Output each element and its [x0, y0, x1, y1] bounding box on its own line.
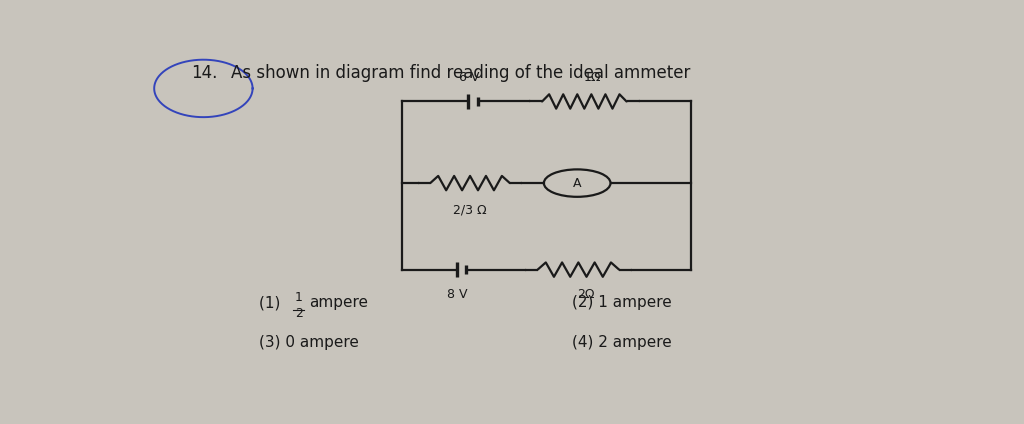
Text: (1): (1) — [259, 296, 286, 310]
Text: A: A — [572, 177, 582, 190]
Text: 14.: 14. — [191, 64, 218, 82]
Text: 6 V: 6 V — [459, 70, 479, 84]
Text: (2) 1 ampere: (2) 1 ampere — [572, 296, 672, 310]
Text: 1Ω: 1Ω — [584, 70, 601, 84]
Text: ampere: ampere — [309, 296, 368, 310]
Text: 1: 1 — [295, 291, 302, 304]
Text: 8 V: 8 V — [447, 287, 468, 301]
Text: 2: 2 — [295, 307, 302, 320]
Text: 2Ω: 2Ω — [578, 287, 595, 301]
Text: (3) 0 ampere: (3) 0 ampere — [259, 335, 358, 350]
Text: As shown in diagram find reading of the ideal ammeter: As shown in diagram find reading of the … — [231, 64, 690, 82]
Text: (4) 2 ampere: (4) 2 ampere — [572, 335, 672, 350]
Text: 2/3 Ω: 2/3 Ω — [454, 204, 486, 216]
